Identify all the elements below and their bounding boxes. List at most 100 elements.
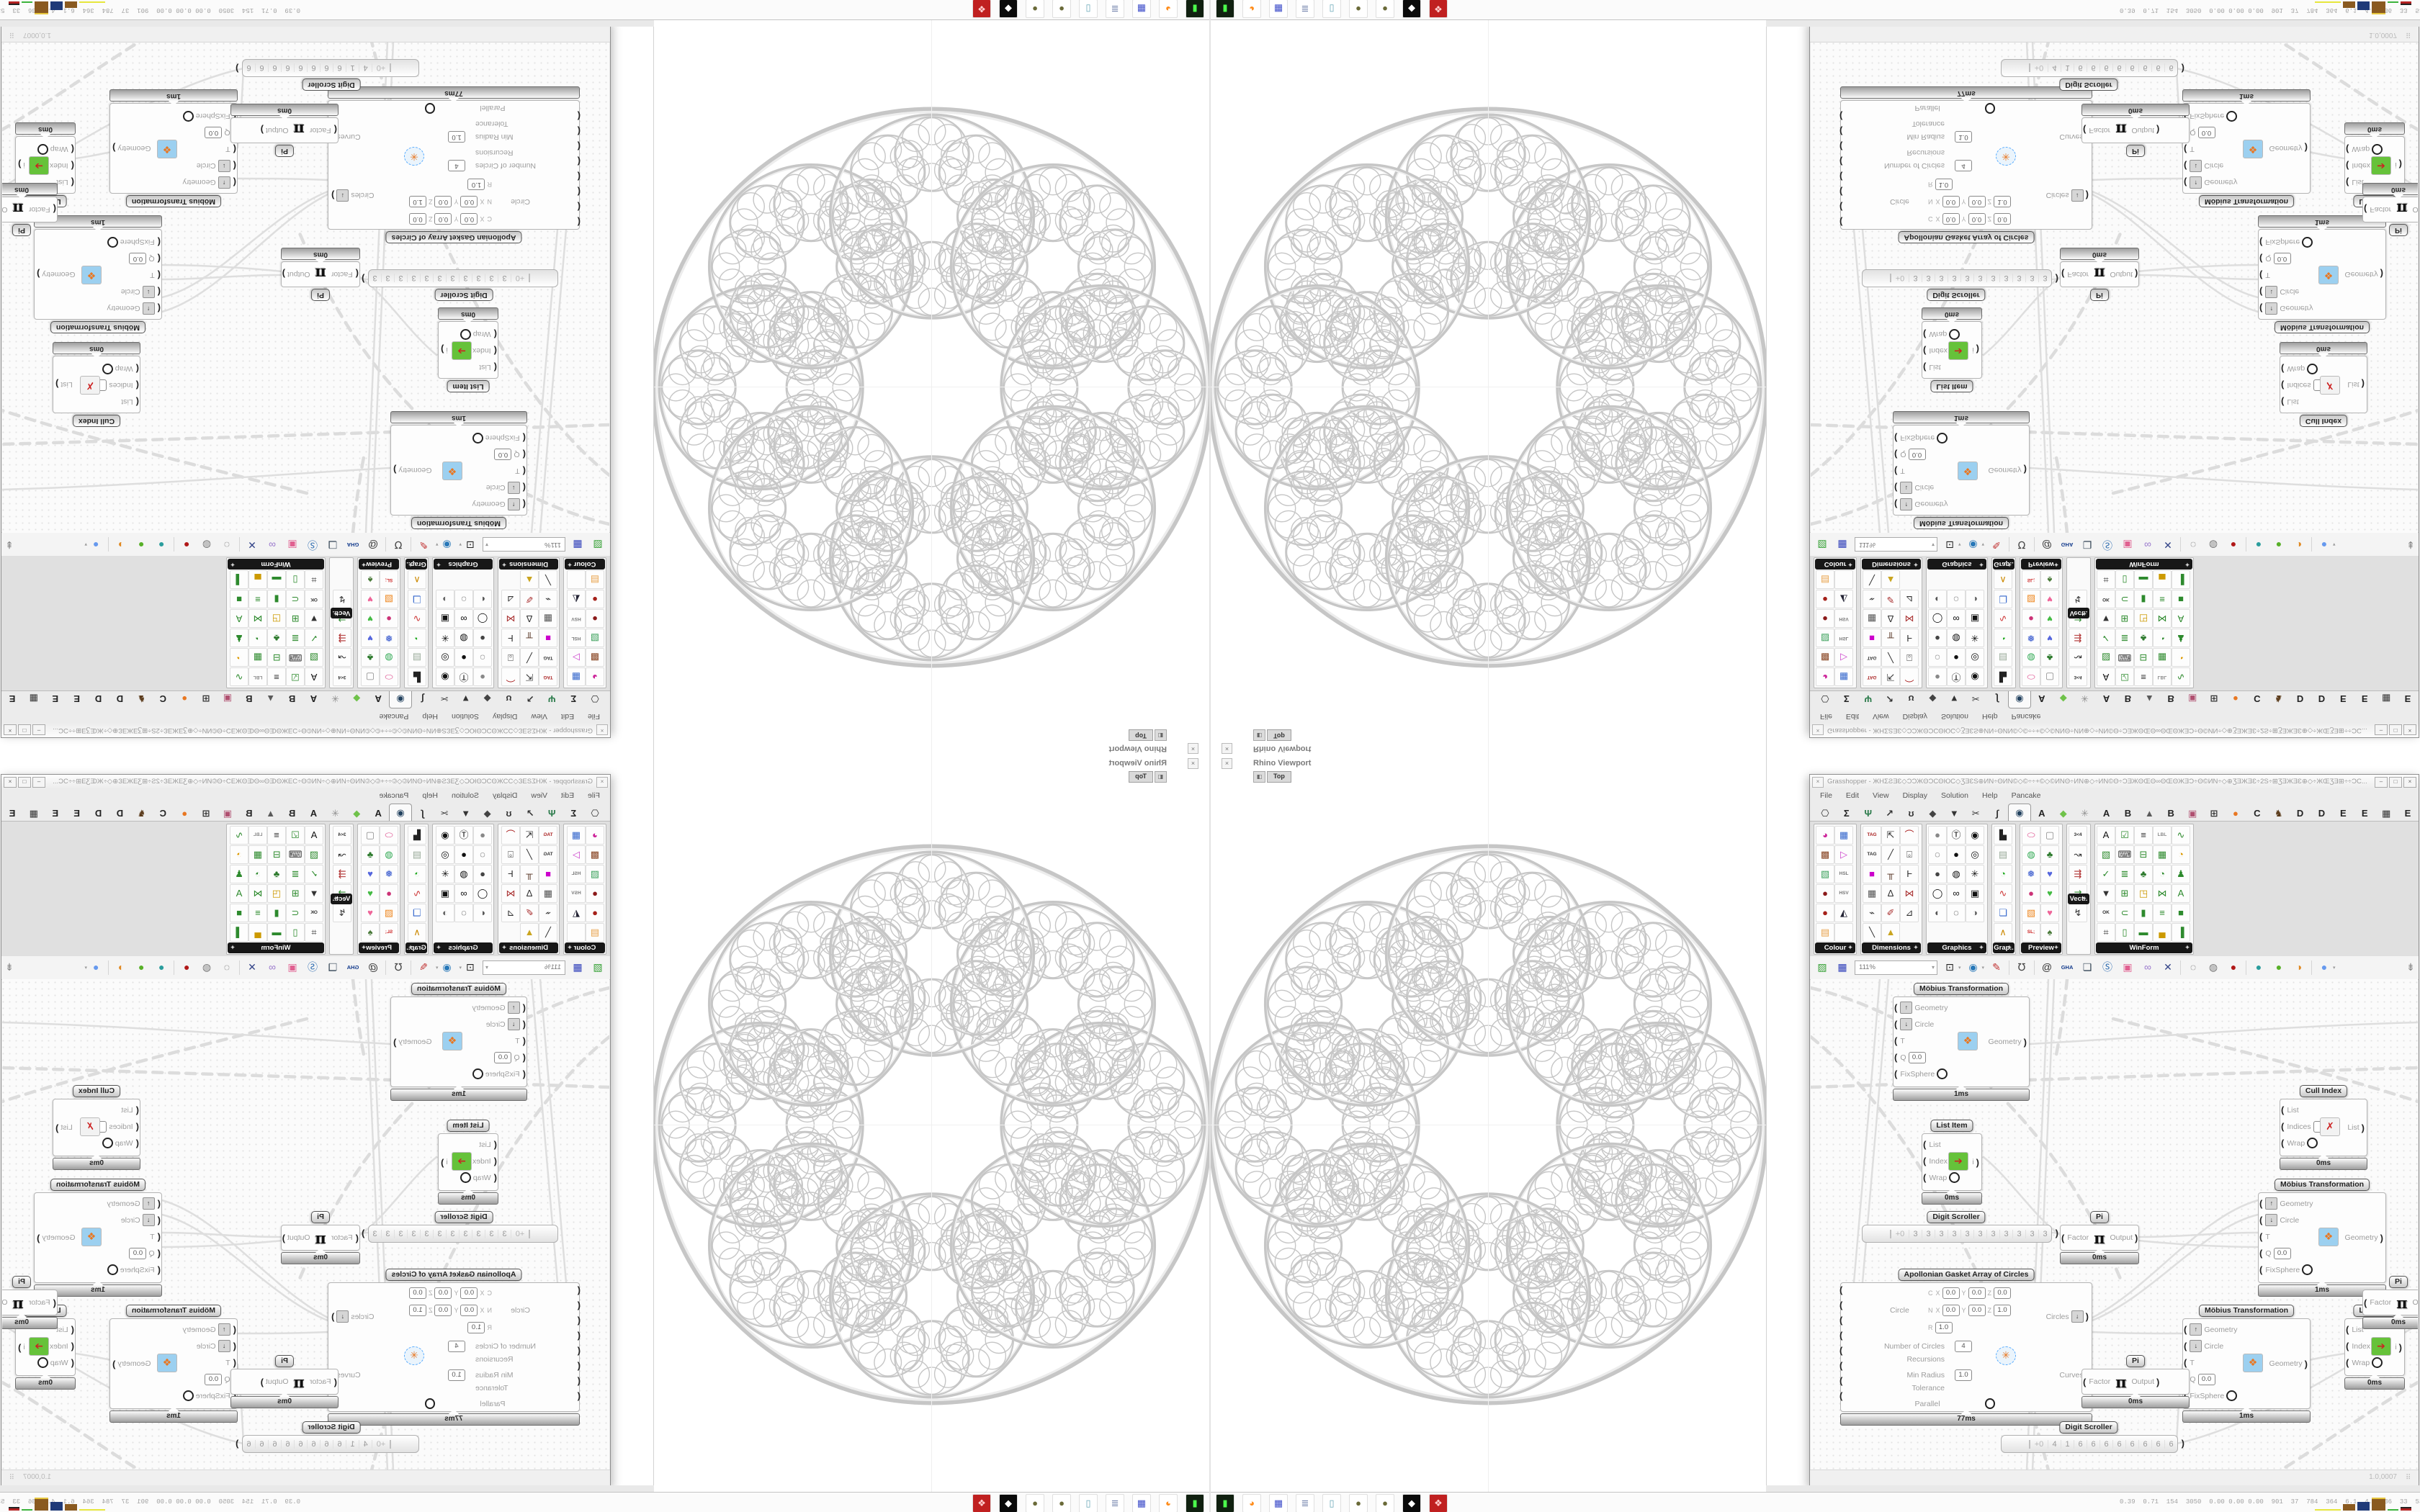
input-grip-icon[interactable]: ( bbox=[2184, 1357, 2187, 1368]
component-icon[interactable]: ⇱ bbox=[1881, 667, 1900, 686]
component-icon[interactable]: ╲ bbox=[539, 923, 557, 942]
component-icon[interactable]: ◔ bbox=[1994, 629, 2012, 647]
component-icon[interactable]: ⌒ bbox=[501, 667, 520, 686]
scroller-digit[interactable]: 3 bbox=[421, 1229, 434, 1238]
pin-teal-icon[interactable]: ● bbox=[158, 539, 165, 551]
digit-scroller-slider[interactable]: +0 4 1 6 6 6 6 6 6 6 6) bbox=[236, 1435, 419, 1453]
input-grip-icon[interactable]: ( bbox=[577, 1330, 581, 1341]
value-box[interactable]: 0.0 bbox=[1942, 213, 1960, 225]
scroller-digit[interactable]: 3 bbox=[1935, 274, 1948, 283]
component-icon[interactable]: ◔ bbox=[230, 648, 248, 667]
preview-quality-icon[interactable]: ◉ bbox=[442, 961, 452, 973]
boolean-toggle[interactable] bbox=[102, 364, 113, 374]
gift-icon[interactable]: ▣ bbox=[287, 961, 297, 973]
scroller-digit[interactable]: 3 bbox=[447, 1229, 460, 1238]
component-icon[interactable]: ♥ bbox=[2040, 590, 2059, 608]
node-m-bius-transformation[interactable]: Möbius Transformation(↑ Geometry(↓ Circle(… bbox=[2182, 1305, 2311, 1423]
value-box[interactable]: 0.0 bbox=[2197, 1373, 2215, 1385]
component-icon[interactable]: ▧ bbox=[2097, 845, 2115, 864]
panel-label[interactable]: Colour ✦ bbox=[1815, 559, 1855, 570]
input-grip-icon[interactable]: ( bbox=[233, 144, 236, 155]
component-icon[interactable]: ≡ bbox=[267, 667, 286, 686]
node-name-label[interactable]: Möbius Transformation bbox=[125, 195, 222, 207]
scroller-digit[interactable]: 3 bbox=[485, 1229, 498, 1238]
component-icon[interactable]: SL; bbox=[2022, 570, 2040, 589]
component-icon[interactable]: ● bbox=[473, 667, 492, 686]
notepad-icon[interactable]: ▯ bbox=[1079, 1494, 1098, 1512]
node-digit-scroller[interactable]: Digit Scroller +0 4 1 6 6 6 6 6 6 6 6) bbox=[236, 1421, 419, 1453]
toolbar-overflow-icon[interactable]: ⇟ bbox=[2406, 539, 2415, 551]
input-grip-icon[interactable]: ( bbox=[2184, 144, 2187, 155]
tab-vector[interactable]: ↗ bbox=[1886, 808, 1894, 819]
scroller-digit[interactable]: 3 bbox=[408, 274, 421, 283]
component-icon[interactable]: ● bbox=[473, 826, 492, 845]
input-grip-icon[interactable]: ( bbox=[2184, 1324, 2187, 1335]
component-icon[interactable]: ◯ bbox=[473, 884, 492, 903]
input-grip-icon[interactable]: ( bbox=[2259, 1215, 2263, 1225]
component-icon[interactable]: ⌁ bbox=[539, 590, 557, 608]
value-box[interactable]: 0.0 bbox=[494, 449, 512, 461]
gha-loader-icon[interactable]: GHA bbox=[2061, 541, 2074, 548]
scroller-digit[interactable]: 3 bbox=[1973, 274, 1986, 283]
tab-plugin-d1[interactable]: D bbox=[116, 808, 124, 819]
input-grip-icon[interactable]: ( bbox=[1839, 1345, 1843, 1356]
output-grip-icon[interactable]: ) bbox=[2398, 159, 2402, 171]
component-icon[interactable]: ▙ bbox=[408, 667, 426, 686]
cluster-icon[interactable]: ● bbox=[2321, 539, 2328, 551]
node-name-label[interactable]: Möbius Transformation bbox=[50, 321, 146, 333]
output-grip-icon[interactable]: ) bbox=[2085, 190, 2089, 201]
notepad-icon[interactable]: ▯ bbox=[1079, 0, 1098, 18]
component-icon[interactable]: ⬭ bbox=[2022, 826, 2040, 845]
panel-label[interactable]: Grap.. ✦ bbox=[1993, 942, 2015, 953]
tab-maths[interactable]: Σ bbox=[570, 808, 577, 819]
component-icon[interactable]: ◐ bbox=[1928, 590, 1947, 608]
node-name-label[interactable]: Cull Index bbox=[2299, 1085, 2348, 1097]
tab-params[interactable]: ⎔ bbox=[591, 693, 599, 704]
input-grip-icon[interactable]: ( bbox=[1839, 171, 1843, 182]
component-icon[interactable]: ♠ bbox=[361, 570, 380, 589]
node-m-bius-transformation[interactable]: Möbius Transformation(↑ Geometry(↓ Circle(… bbox=[390, 983, 527, 1101]
value-box[interactable]: 4 bbox=[1955, 160, 1972, 171]
component-icon[interactable]: ◌ bbox=[1928, 845, 1947, 864]
expr-button[interactable]: ↓ bbox=[2190, 1340, 2202, 1352]
find-icon[interactable]: Ⓢ bbox=[307, 539, 318, 551]
component-icon[interactable]: ● bbox=[1928, 629, 1947, 647]
component-icon[interactable]: LBL bbox=[2153, 667, 2172, 686]
grasshopper-titlebar[interactable]: × Grasshopper - ЖΗΣƧƎƐ◇ƆƆЖΘƆCΘЮC◇ƷƎƐS⊕ИΝ… bbox=[1, 722, 610, 737]
pin-teal-icon[interactable]: ● bbox=[2255, 961, 2262, 973]
component-icon[interactable]: ⊟ bbox=[267, 648, 286, 667]
output-grip-icon[interactable]: ) bbox=[2023, 1036, 2027, 1048]
boolean-toggle[interactable] bbox=[182, 1390, 194, 1401]
scroller-digit[interactable]: 3 bbox=[1948, 274, 1960, 283]
preview-wireframe-icon[interactable]: ◍ bbox=[202, 961, 212, 973]
component-icon[interactable]: HSL bbox=[567, 865, 586, 883]
component-icon[interactable]: ▄ bbox=[248, 570, 267, 589]
component-icon[interactable]: ◐ bbox=[1928, 904, 1947, 922]
resize-grip[interactable]: ⠿ bbox=[8, 1474, 14, 1482]
scroll-document-icon[interactable]: ≣ bbox=[1296, 0, 1314, 18]
scroller-digit[interactable]: 6 bbox=[2151, 1439, 2164, 1449]
pin-orange-icon[interactable]: ◑ bbox=[117, 539, 125, 551]
tab-plugin-shield[interactable]: ▣ bbox=[223, 808, 233, 819]
component-icon[interactable]: ∞ bbox=[454, 609, 473, 628]
component-icon[interactable]: ⋈ bbox=[2153, 609, 2172, 628]
component-icon[interactable]: ╱ bbox=[520, 648, 539, 667]
floppy-64-icon[interactable]: ▦ bbox=[1269, 1494, 1288, 1512]
input-grip-icon[interactable]: ( bbox=[2259, 270, 2263, 281]
tab-maths[interactable]: Σ bbox=[1843, 808, 1850, 819]
component-icon[interactable]: ▼ bbox=[2097, 884, 2115, 903]
component-icon[interactable]: ▲ bbox=[1881, 570, 1900, 589]
component-icon[interactable]: ♥ bbox=[2040, 884, 2059, 903]
notepad-icon[interactable]: ▯ bbox=[1322, 0, 1341, 18]
dropdown-arrow-icon[interactable]: ▾ bbox=[459, 966, 462, 971]
input-grip-icon[interactable]: ( bbox=[1923, 1172, 1927, 1183]
component-icon[interactable]: ♥ bbox=[2040, 629, 2059, 647]
component-icon[interactable]: ≡ bbox=[248, 904, 267, 922]
find-icon[interactable]: Ⓢ bbox=[2102, 539, 2113, 551]
node-m-bius-transformation[interactable]: Möbius Transformation(↑ Geometry(↓ Circle(… bbox=[1893, 983, 2030, 1101]
tab-plugin-e3[interactable]: E bbox=[9, 808, 16, 819]
red-card-icon[interactable]: ❖ bbox=[1429, 0, 1448, 18]
